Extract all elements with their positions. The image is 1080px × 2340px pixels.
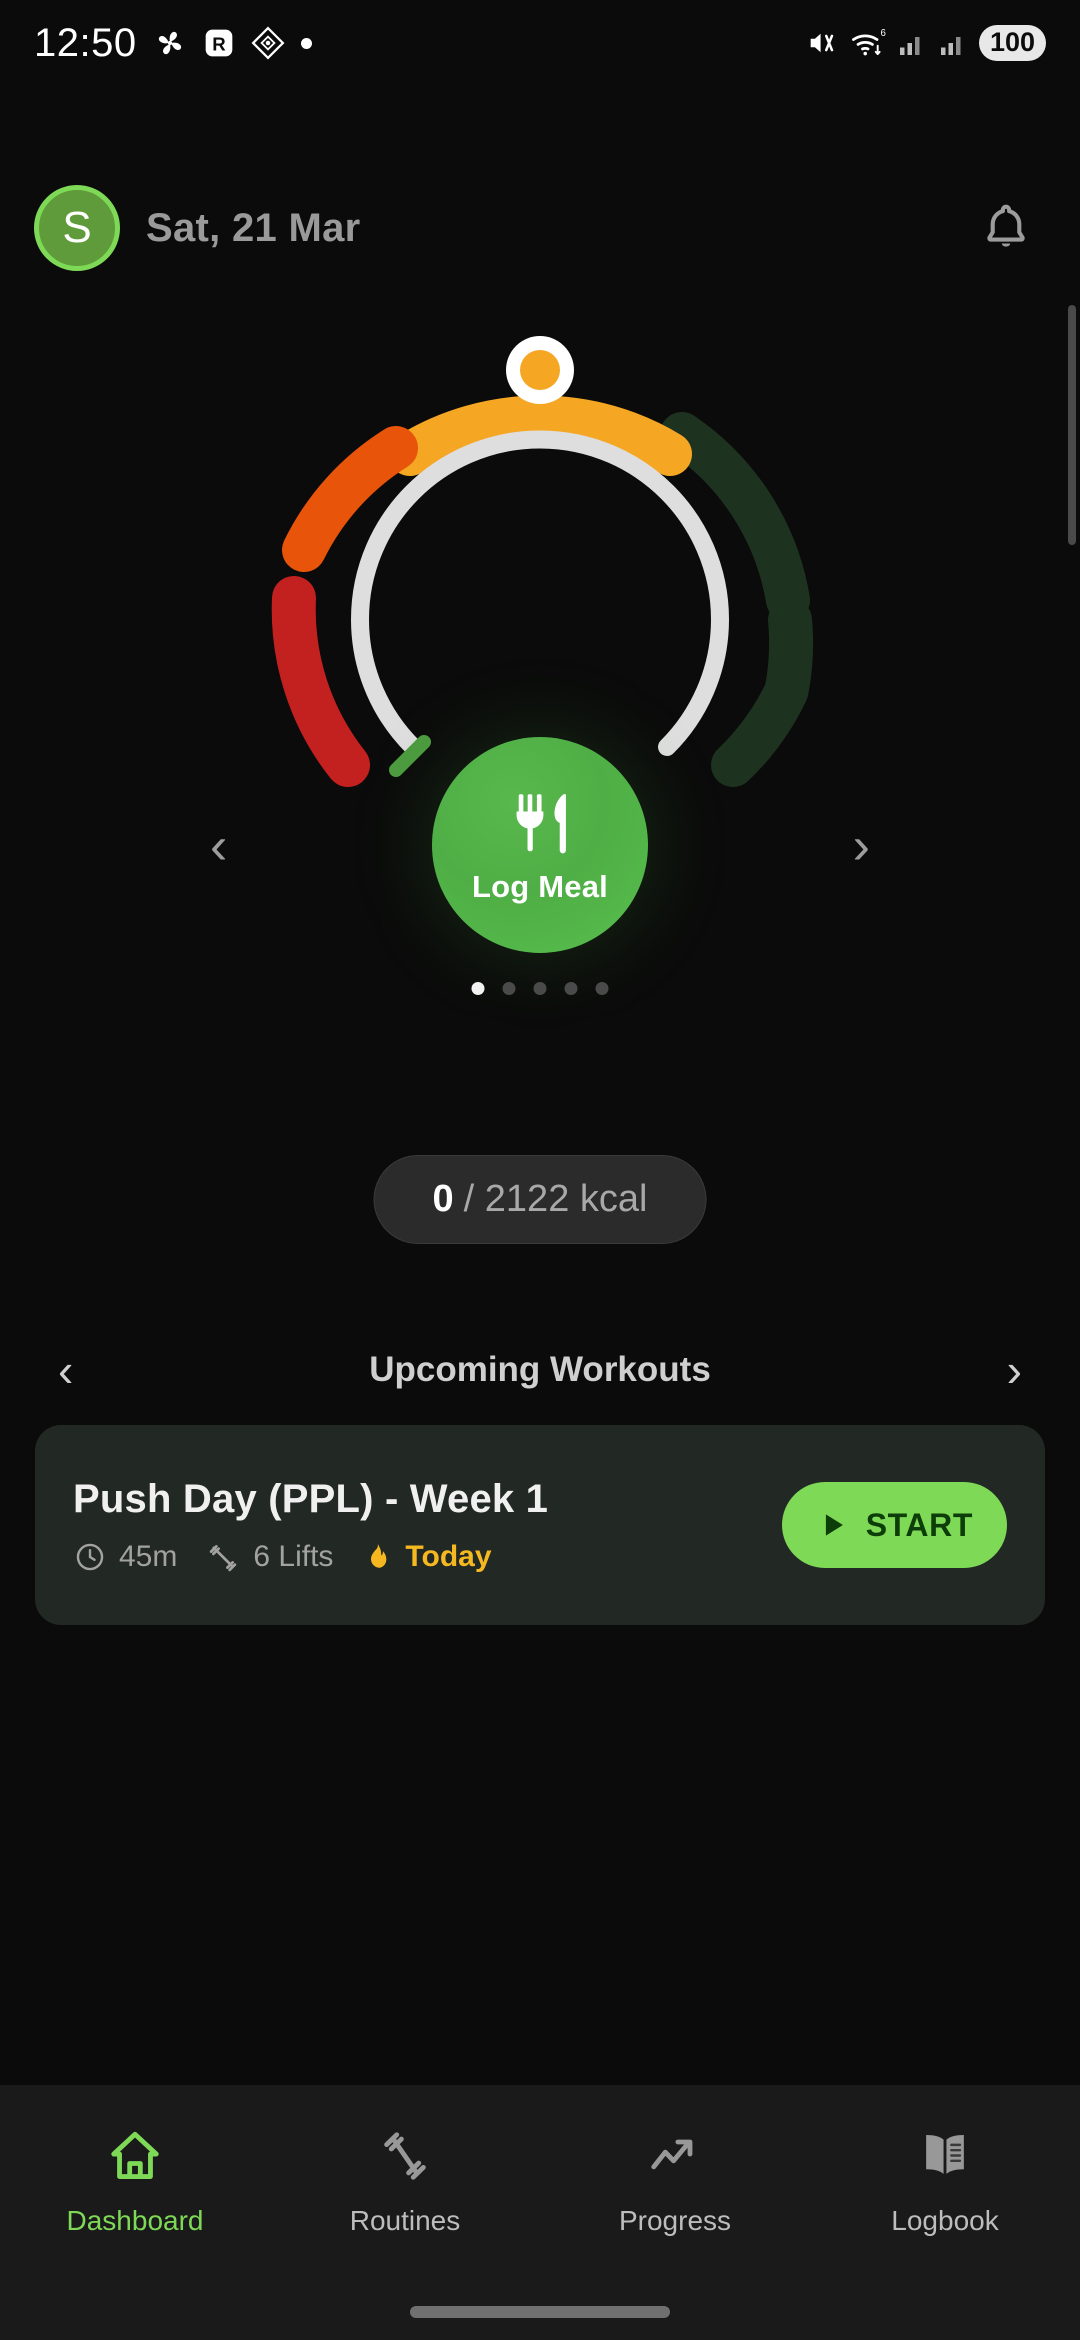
home-icon (111, 2131, 159, 2179)
bell-icon (987, 204, 1025, 247)
book-icon (926, 2134, 964, 2174)
nav-label-logbook: Logbook (891, 2205, 999, 2236)
start-workout-label: START (865, 1506, 973, 1543)
workout-duration: 45m (73, 1540, 177, 1574)
gauge-marker-core (520, 350, 560, 390)
dumbbell-icon (210, 1544, 237, 1571)
nav-label-progress: Progress (618, 2205, 732, 2236)
workout-duration-label: 45m (119, 1539, 178, 1573)
scrollbar[interactable] (1068, 305, 1076, 545)
workout-card[interactable]: Push Day (PPL) - Week 1 45m (35, 1425, 1045, 1625)
nav-item-progress[interactable]: Progress (540, 2127, 810, 2237)
svg-text:R: R (212, 33, 226, 54)
notifications-button[interactable] (966, 188, 1046, 268)
carousel-dot[interactable] (533, 982, 547, 995)
mute-icon (810, 33, 834, 53)
calorie-current: 0 (432, 1178, 454, 1220)
workout-card-content: Push Day (PPL) - Week 1 45m (73, 1477, 782, 1574)
diamond-icon (251, 26, 285, 60)
fan-icon (158, 31, 181, 55)
clock-icon (76, 1543, 104, 1570)
gauge-next-button[interactable]: › (852, 817, 870, 875)
flame-icon (371, 1543, 387, 1568)
workout-lifts-label: 6 Lifts (253, 1539, 334, 1573)
nav-item-dashboard[interactable]: Dashboard (0, 2127, 270, 2237)
signal-icon (940, 37, 961, 55)
gauge-segment-darkgreen-c (711, 670, 808, 787)
svg-text:6: 6 (880, 28, 885, 39)
upcoming-next-button[interactable]: › (1006, 1344, 1022, 1396)
nav-label-routines: Routines (349, 2205, 461, 2236)
dot-icon (300, 37, 312, 49)
start-workout-button[interactable]: START (781, 1482, 1007, 1568)
status-clock: 12:50 (34, 20, 137, 65)
calorie-goal: / 2122 kcal (463, 1178, 648, 1220)
bottom-navigation: Dashboard Routines Progress (0, 2085, 1080, 2340)
avatar-initial: S (62, 203, 92, 252)
dumbbell-icon (384, 2132, 426, 2180)
nav-item-routines[interactable]: Routines (270, 2127, 540, 2237)
carousel-dot[interactable] (564, 982, 578, 995)
workout-schedule-label: Today (405, 1539, 492, 1573)
gauge-segment-orange (282, 426, 418, 572)
calorie-summary[interactable]: 0 / 2122 kcal (373, 1155, 707, 1244)
wifi-icon: 6 (852, 28, 886, 56)
nav-label-dashboard: Dashboard (66, 2205, 204, 2236)
gauge-inner-arc (351, 430, 729, 756)
r-badge-icon: R (205, 29, 232, 57)
calorie-gauge: ‹ › Log Meal (0, 300, 1080, 1100)
header-date: Sat, 21 Mar (146, 205, 361, 250)
log-meal-label: Log Meal (472, 869, 608, 904)
play-icon (825, 1514, 843, 1536)
nav-item-logbook[interactable]: Logbook (810, 2127, 1080, 2237)
fork-knife-icon (516, 794, 566, 854)
carousel-dot[interactable] (502, 982, 516, 995)
workout-meta: 45m 6 Lifts Toda (73, 1540, 782, 1574)
workout-title: Push Day (PPL) - Week 1 (73, 1476, 549, 1521)
app-header: S Sat, 21 Mar (0, 178, 1080, 278)
gauge-segment-red (271, 576, 370, 787)
avatar[interactable]: S (34, 185, 120, 271)
status-bar-left: 12:50 R (34, 21, 312, 66)
upcoming-workouts-title: Upcoming Workouts (369, 1350, 711, 1389)
status-bar: 12:50 R (0, 0, 1080, 86)
gauge-segment-amber (388, 395, 692, 476)
gauge-needle (389, 735, 431, 777)
carousel-dots[interactable] (471, 982, 609, 995)
log-meal-button[interactable]: Log Meal (432, 737, 648, 953)
battery-indicator: 100 (978, 25, 1046, 61)
workout-lifts: 6 Lifts (205, 1540, 333, 1574)
upcoming-workouts-header: ‹ Upcoming Workouts › (0, 1330, 1080, 1410)
gauge-segment-darkgreen-a (660, 412, 810, 622)
trending-up-icon (651, 2139, 693, 2170)
carousel-dot[interactable] (471, 982, 485, 995)
upcoming-prev-button[interactable]: ‹ (58, 1344, 74, 1396)
status-bar-right: 6 100 (805, 25, 1046, 61)
gauge-prev-button[interactable]: ‹ (210, 817, 228, 875)
carousel-dot[interactable] (595, 982, 609, 995)
gauge-arcs (271, 336, 814, 787)
signal-icon (899, 37, 920, 55)
home-indicator[interactable] (410, 2306, 670, 2318)
workout-schedule: Today (361, 1539, 492, 1574)
